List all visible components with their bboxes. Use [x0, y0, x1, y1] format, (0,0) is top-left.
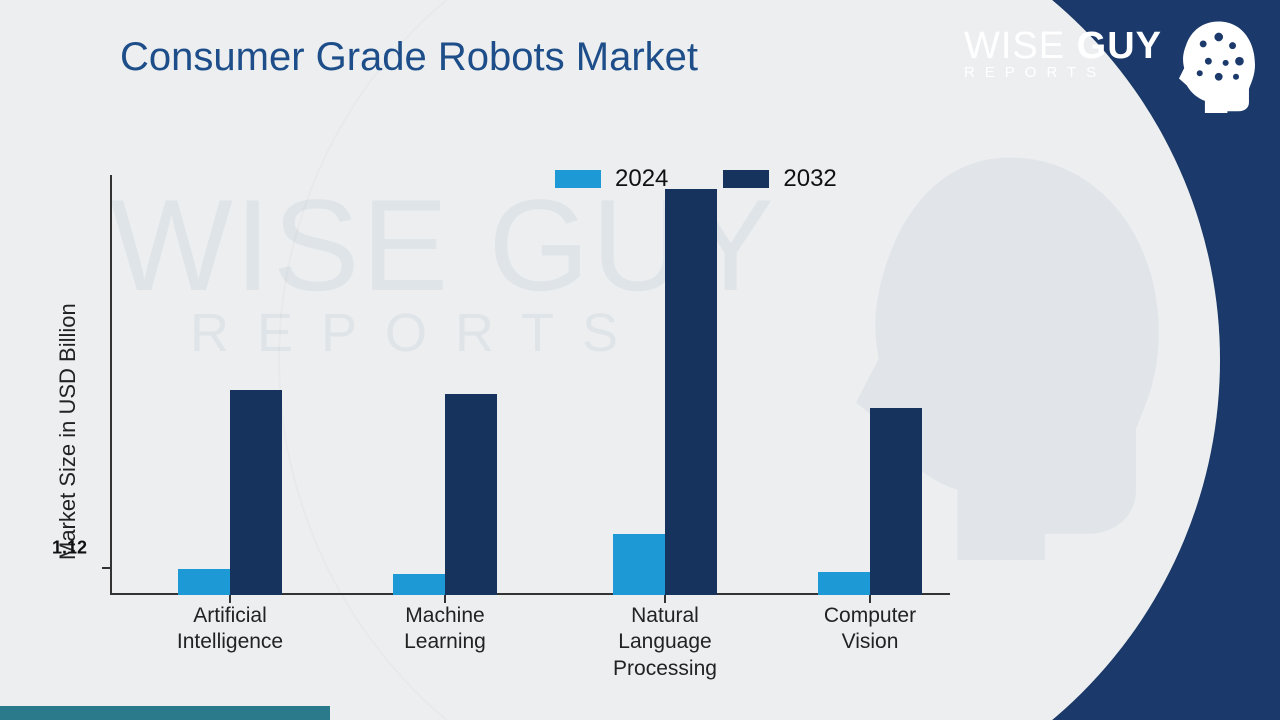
y-axis-line — [110, 175, 112, 595]
bar-2024 — [393, 574, 445, 595]
y-tick — [102, 567, 110, 569]
x-axis-label: ComputerVision — [780, 603, 960, 656]
y-axis-label: Market Size in USD Billion — [55, 303, 81, 560]
bar-2024 — [613, 534, 665, 595]
logo-line1: WISE GUY — [964, 25, 1162, 68]
x-axis-label: ArtificialIntelligence — [140, 603, 320, 656]
bar-2024 — [178, 569, 230, 595]
brand-logo-text: WISE GUY REPORTS — [964, 25, 1162, 81]
bar-2032 — [445, 394, 497, 595]
x-axis-label: NaturalLanguageProcessing — [575, 603, 755, 682]
logo-head-icon — [1172, 18, 1262, 113]
bottom-accent-bar — [0, 706, 330, 720]
x-tick — [444, 595, 446, 603]
stage: WISE GUY REPORTS Consumer Grade Robots M… — [0, 0, 1280, 720]
x-tick — [664, 595, 666, 603]
x-tick — [869, 595, 871, 603]
bar-2032 — [665, 189, 717, 595]
bar-2032 — [230, 390, 282, 595]
chart-plot-area: 1.12ArtificialIntelligenceMachineLearnin… — [110, 175, 950, 595]
bar-2032 — [870, 408, 922, 595]
bar-2024 — [818, 572, 870, 595]
y-tick-label: 1.12 — [52, 537, 102, 558]
chart-title: Consumer Grade Robots Market — [120, 35, 698, 80]
x-tick — [229, 595, 231, 603]
x-axis-label: MachineLearning — [355, 603, 535, 656]
